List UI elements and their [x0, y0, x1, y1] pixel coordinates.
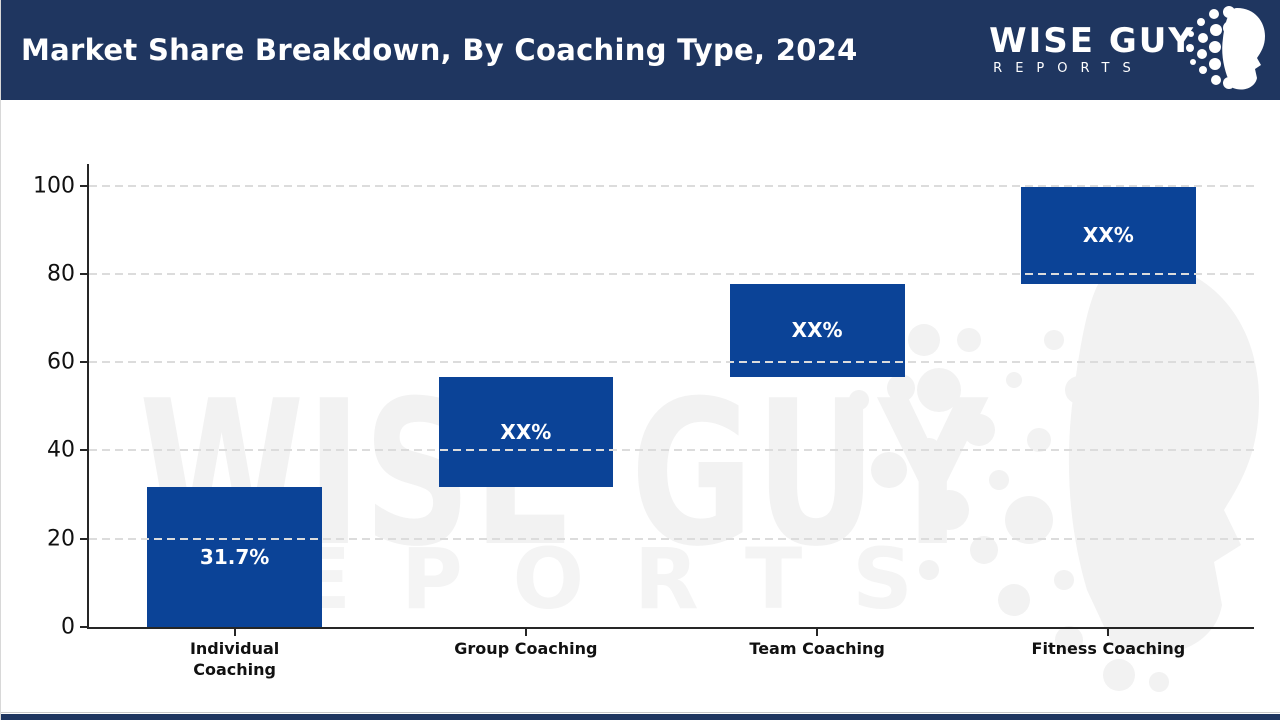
bottom-divider	[1, 712, 1280, 713]
grid-line	[89, 537, 1254, 540]
x-tick-label: Group Coaching	[406, 638, 646, 659]
bar-segment	[147, 487, 322, 627]
logo-text: WISE GUY REPORTS	[989, 24, 1195, 76]
y-axis-tick	[80, 537, 87, 540]
x-axis-tick	[816, 629, 819, 636]
chart-title: Market Share Breakdown, By Coaching Type…	[21, 33, 858, 67]
bar-value-label: 31.7%	[199, 545, 270, 570]
logo-face-icon	[1186, 6, 1265, 90]
grid-line	[89, 272, 1254, 275]
y-tick-label: 40	[47, 437, 75, 463]
y-axis-tick	[80, 184, 87, 187]
bar-segment	[438, 376, 614, 488]
grid-line	[89, 449, 1254, 452]
y-tick-label: 60	[47, 349, 75, 375]
x-tick-label: Team Coaching	[697, 638, 937, 659]
plot-area: 31.7% XX% XX% XX% 0 20 40 60 80 100 Individual Coac…	[33, 164, 1254, 679]
bar-value-label: XX%	[1082, 223, 1134, 248]
y-axis-tick	[80, 626, 87, 628]
x-axis-tick	[524, 629, 527, 636]
x-tick-label-line: Coaching	[193, 660, 276, 679]
bar-value-label: XX%	[791, 318, 843, 343]
y-tick-label: 20	[47, 526, 75, 552]
x-tick-label-line: Team Coaching	[749, 639, 885, 658]
y-tick-label: 0	[61, 614, 75, 640]
grid-line	[89, 361, 1254, 364]
bar-value-label: XX%	[500, 419, 552, 444]
bar-segment	[1021, 186, 1196, 285]
header-bar: Market Share Breakdown, By Coaching Type…	[1, 0, 1280, 100]
wise-guy-logo: WISE GUY REPORTS	[989, 4, 1280, 96]
y-tick-label: 80	[47, 261, 75, 287]
y-axis-line	[87, 164, 89, 629]
x-axis-line	[87, 627, 1254, 629]
x-tick-label: Fitness Coaching	[988, 638, 1228, 659]
x-tick-label-line: Fitness Coaching	[1031, 639, 1186, 658]
logo-subtitle: REPORTS	[993, 61, 1144, 76]
grid-line	[89, 184, 1254, 187]
y-axis-tick	[80, 449, 87, 452]
logo-wordmark: WISE GUY	[989, 21, 1195, 61]
x-axis-tick	[1107, 629, 1110, 636]
y-axis-tick	[80, 272, 87, 275]
y-tick-label: 100	[33, 173, 75, 199]
x-axis-tick	[233, 629, 236, 636]
chart-area: WISE GUY REPORTS 31.7% XX% XX% XX% 0 20 40 60 80…	[1, 100, 1280, 714]
x-tick-label: Individual Coaching	[115, 638, 355, 680]
footer-bar	[1, 714, 1280, 720]
x-tick-label-line: Group Coaching	[454, 639, 598, 658]
y-axis-tick	[80, 361, 87, 364]
x-tick-label-line: Individual	[189, 639, 280, 658]
